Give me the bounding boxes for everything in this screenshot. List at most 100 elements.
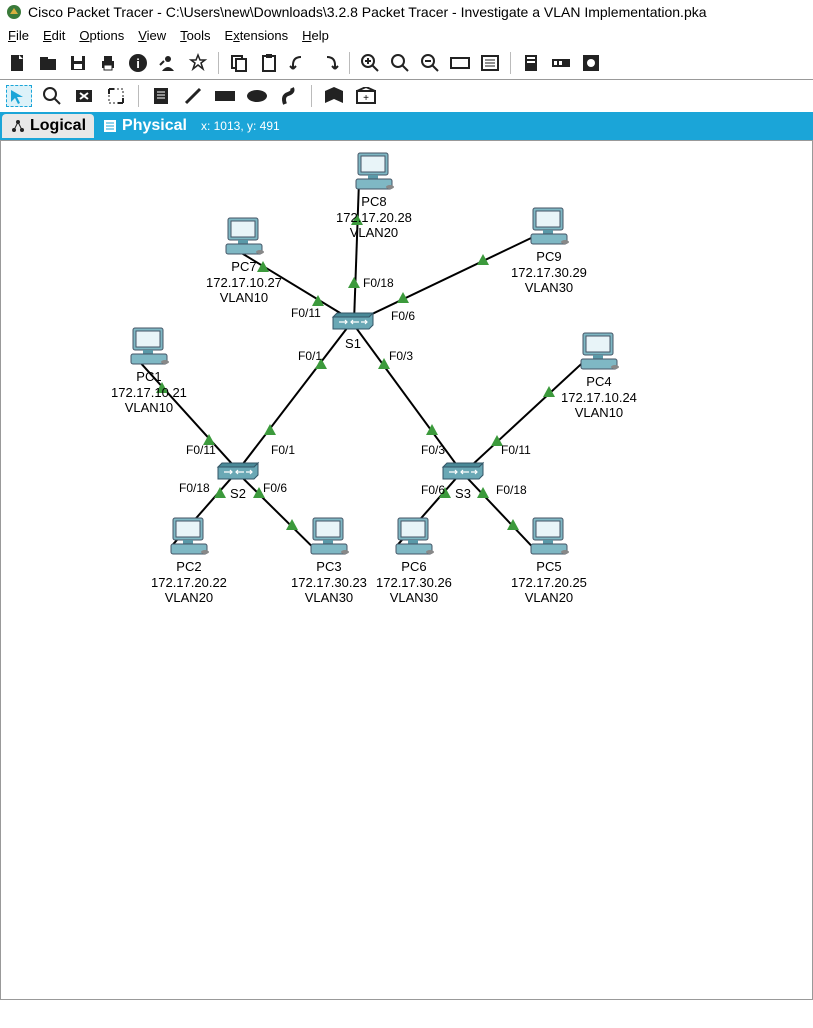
zoom-out-icon[interactable] [418, 51, 442, 75]
freeform-icon[interactable] [277, 84, 301, 108]
pc-node[interactable]: PC5172.17.20.25VLAN20 [511, 516, 587, 606]
port-label: F0/6 [263, 481, 287, 495]
redo-icon[interactable] [317, 51, 341, 75]
physical-icon [102, 118, 118, 134]
node-ip: 172.17.20.25 [511, 575, 587, 591]
logical-tab[interactable]: Logical [2, 114, 94, 138]
save-icon[interactable] [66, 51, 90, 75]
switch-node[interactable]: S1 [331, 311, 375, 352]
logical-label: Logical [30, 117, 86, 135]
port-label: F0/18 [496, 483, 527, 497]
menu-help[interactable]: Help [302, 28, 329, 43]
link-status-icon [477, 254, 489, 265]
pc-node[interactable]: PC4172.17.10.24VLAN10 [561, 331, 637, 421]
app-icon [6, 4, 22, 20]
link-status-icon [312, 295, 324, 306]
activity-icon[interactable] [156, 51, 180, 75]
port-label: F0/1 [298, 349, 322, 363]
node-name: PC3 [291, 559, 367, 575]
port-label: F0/18 [179, 481, 210, 495]
window-title: Cisco Packet Tracer - C:\Users\new\Downl… [28, 4, 707, 20]
menu-extensions[interactable]: Extensions [225, 28, 289, 43]
menu-tools[interactable]: Tools [180, 28, 210, 43]
physical-label: Physical [122, 117, 187, 135]
resize-icon[interactable] [104, 84, 128, 108]
node-ip: 172.17.30.23 [291, 575, 367, 591]
view-bar: Logical Physical x: 1013, y: 491 [0, 112, 813, 140]
link-status-icon [426, 424, 438, 435]
print-icon[interactable] [96, 51, 120, 75]
port-label: F0/18 [363, 276, 394, 290]
copy-icon[interactable] [227, 51, 251, 75]
menu-options[interactable]: Options [79, 28, 124, 43]
node-vlan: VLAN20 [151, 590, 227, 606]
node-vlan: VLAN10 [206, 290, 282, 306]
undo-icon[interactable] [287, 51, 311, 75]
pc-node[interactable]: PC8172.17.20.28VLAN20 [336, 151, 412, 241]
node-vlan: VLAN20 [511, 590, 587, 606]
custom-icon[interactable] [579, 51, 603, 75]
delete-icon[interactable] [72, 84, 96, 108]
switch-node[interactable]: S3 [441, 461, 485, 502]
node-name: PC9 [511, 249, 587, 265]
link-status-icon [378, 358, 390, 369]
topology-canvas[interactable]: PC8172.17.20.28VLAN20 PC7172.17.10.27VLA… [0, 140, 813, 1000]
node-name: S1 [331, 336, 375, 352]
open-icon[interactable] [36, 51, 60, 75]
rect-icon[interactable] [448, 51, 472, 75]
wizard-icon[interactable] [186, 51, 210, 75]
node-name: PC7 [206, 259, 282, 275]
node-ip: 172.17.30.26 [376, 575, 452, 591]
paste-icon[interactable] [257, 51, 281, 75]
menu-bar: File Edit Options View Tools Extensions … [0, 24, 813, 47]
pc-node[interactable]: PC6172.17.30.26VLAN30 [376, 516, 452, 606]
rectangle-icon[interactable] [213, 84, 237, 108]
node-name: PC6 [376, 559, 452, 575]
menu-file[interactable]: File [8, 28, 29, 43]
ellipse-icon[interactable] [245, 84, 269, 108]
search-icon[interactable] [40, 84, 64, 108]
node-name: PC2 [151, 559, 227, 575]
info-icon[interactable]: i [126, 51, 150, 75]
simple-pdu-icon[interactable] [322, 84, 346, 108]
menu-view[interactable]: View [138, 28, 166, 43]
line-icon[interactable] [181, 84, 205, 108]
pc-node[interactable]: PC9172.17.30.29VLAN30 [511, 206, 587, 296]
physical-tab[interactable]: Physical [94, 114, 195, 138]
server-icon[interactable] [519, 51, 543, 75]
new-icon[interactable] [6, 51, 30, 75]
switch-node[interactable]: S2 [216, 461, 260, 502]
zoom-in-icon[interactable] [358, 51, 382, 75]
list-icon[interactable] [478, 51, 502, 75]
svg-text:+: + [363, 93, 369, 104]
port-label: F0/6 [421, 483, 445, 497]
port-label: F0/3 [389, 349, 413, 363]
note-icon[interactable] [149, 84, 173, 108]
svg-text:i: i [136, 56, 140, 71]
pc-node[interactable]: PC1172.17.10.21VLAN10 [111, 326, 187, 416]
node-vlan: VLAN10 [111, 400, 187, 416]
coordinates: x: 1013, y: 491 [201, 119, 280, 133]
port-label: F0/6 [391, 309, 415, 323]
port-label: F0/11 [501, 443, 531, 457]
pc-node[interactable]: PC7172.17.10.27VLAN10 [206, 216, 282, 306]
port-label: F0/11 [291, 306, 321, 320]
zoom-reset-icon[interactable] [388, 51, 412, 75]
node-vlan: VLAN30 [291, 590, 367, 606]
link-status-icon [348, 277, 360, 288]
complex-pdu-icon[interactable]: + [354, 84, 378, 108]
main-toolbar: i [0, 47, 813, 80]
select-tool-icon[interactable] [6, 85, 32, 107]
node-ip: 172.17.20.28 [336, 210, 412, 226]
pc-node[interactable]: PC2172.17.20.22VLAN20 [151, 516, 227, 606]
pc-node[interactable]: PC3172.17.30.23VLAN30 [291, 516, 367, 606]
node-name: PC5 [511, 559, 587, 575]
device-icon[interactable] [549, 51, 573, 75]
link-status-icon [543, 386, 555, 397]
menu-edit[interactable]: Edit [43, 28, 65, 43]
node-vlan: VLAN10 [561, 405, 637, 421]
link-status-icon [397, 292, 409, 303]
node-name: PC8 [336, 194, 412, 210]
node-ip: 172.17.20.22 [151, 575, 227, 591]
node-ip: 172.17.10.21 [111, 385, 187, 401]
